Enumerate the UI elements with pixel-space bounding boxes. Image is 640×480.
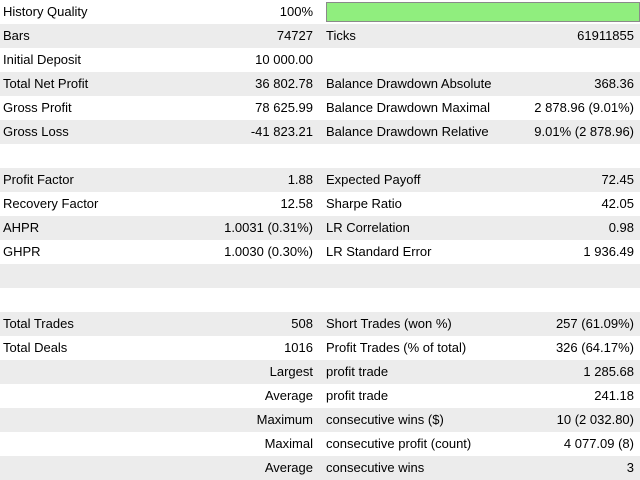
report-row-left-label: Recovery Factor xyxy=(3,196,99,211)
report-row-left-label: Bars xyxy=(3,28,30,43)
report-row-left-value: 1.0030 (0.30%) xyxy=(224,244,313,259)
report-row-left-value: 1016 xyxy=(284,340,313,355)
report-row-left-label: Total Net Profit xyxy=(3,76,89,91)
report-row-left-value: 74727 xyxy=(276,28,313,43)
report-row: GHPR 1.0030 (0.30%) LR Standard Error 1 936… xyxy=(0,240,640,264)
report-row-left-value xyxy=(120,264,313,288)
report-row: Largest profit trade 1 285.68 xyxy=(0,360,640,384)
report-row: History Quality 100% xyxy=(0,0,640,24)
report-row-left-value: 100% xyxy=(279,4,313,19)
report-row-right-label: Short Trades (won %) xyxy=(326,316,452,331)
report-row-left-value: 12.58 xyxy=(280,196,313,211)
report-row: Gross Loss -41 823.21 Balance Drawdown Rel… xyxy=(0,120,640,144)
report-row-left-value: 1.0031 (0.31%) xyxy=(224,220,313,235)
report-row-left-label: Initial Deposit xyxy=(3,52,82,67)
report-row xyxy=(0,144,640,168)
report-row-left-label: Gross Loss xyxy=(3,124,69,139)
report-row: Total Net Profit 36 802.78 Balance Drawdow… xyxy=(0,72,640,96)
report-row: Profit Factor 1.88 Expected Payoff 72.45 xyxy=(0,168,640,192)
report-row-right-label: Ticks xyxy=(326,28,356,43)
report-row-left-value: Maximal xyxy=(264,436,313,451)
report-row-right-label: consecutive wins xyxy=(326,460,425,475)
report-row-right-value: 72.45 xyxy=(601,172,634,187)
report-row xyxy=(0,264,640,288)
report-row-right-label: profit trade xyxy=(326,364,389,379)
report-row-right-value: 42.05 xyxy=(601,196,634,211)
report-row-right-value xyxy=(430,144,634,168)
report-row: Total Deals 1016 Profit Trades (% of total… xyxy=(0,336,640,360)
report-row-right-label: profit trade xyxy=(326,388,389,403)
report-row-left-value: 78 625.99 xyxy=(255,100,313,115)
report-row xyxy=(0,288,640,312)
report-row-left-value: Maximum xyxy=(256,412,313,427)
report-row-left-value: 508 xyxy=(291,316,313,331)
report-row-left-value: 1.88 xyxy=(287,172,313,187)
report-row-left-label: Gross Profit xyxy=(3,100,72,115)
report-row-left-value: -41 823.21 xyxy=(250,124,313,139)
report-row-left-label: History Quality xyxy=(3,4,88,19)
report-row-right-label: Sharpe Ratio xyxy=(326,196,402,211)
report-row-left-label: Total Deals xyxy=(3,340,68,355)
report-row: Average consecutive wins 3 xyxy=(0,456,640,480)
report-row-left-value: Largest xyxy=(269,364,313,379)
report-row-left-value: 36 802.78 xyxy=(255,76,313,91)
report-row-left-label: Total Trades xyxy=(3,316,74,331)
report-row-left-label: Profit Factor xyxy=(3,172,74,187)
report-row: Recovery Factor 12.58 Sharpe Ratio 42.05 xyxy=(0,192,640,216)
report-row: Maximal consecutive profit (count) 4 077.0… xyxy=(0,432,640,456)
report-row-right-label: Profit Trades (% of total) xyxy=(326,340,467,355)
history-quality-bar xyxy=(326,2,640,22)
report-row-right-value: 368.36 xyxy=(594,76,634,91)
report-row-right-value: 4 077.09 (8) xyxy=(563,436,634,451)
report-row-right-label: LR Standard Error xyxy=(326,244,432,259)
report-row-left-value: Average xyxy=(264,388,313,403)
report-row-left-label: AHPR xyxy=(3,220,40,235)
report-row-left-label: GHPR xyxy=(3,244,41,259)
report-row-right-label: Balance Drawdown Relative xyxy=(326,124,489,139)
report-row-right-label: consecutive wins ($) xyxy=(326,412,444,427)
report-row-right-value: 241.18 xyxy=(594,388,634,403)
report-row-right-value: 0.98 xyxy=(608,220,634,235)
report-row: Bars 74727 Ticks 61911855 xyxy=(0,24,640,48)
report-row: Initial Deposit 10 000.00 xyxy=(0,48,640,72)
report-row: Average profit trade 241.18 xyxy=(0,384,640,408)
report-row-right-label: Balance Drawdown Maximal xyxy=(326,100,491,115)
report-row-right-label: Expected Payoff xyxy=(326,172,421,187)
report-row: Gross Profit 78 625.99 Balance Drawdown Ma… xyxy=(0,96,640,120)
report-row: Total Trades 508 Short Trades (won %) 257 (… xyxy=(0,312,640,336)
report-row-right-value: 3 xyxy=(626,460,634,475)
report-row-right-value: 1 936.49 xyxy=(583,244,634,259)
report-row-right-value xyxy=(430,288,634,312)
report-row-right-value: 2 878.96 (9.01%) xyxy=(534,100,634,115)
report-row-right-value: 257 (61.09%) xyxy=(555,316,634,331)
report-row-right-value: 1 285.68 xyxy=(583,364,634,379)
report-row-left-value: Average xyxy=(264,460,313,475)
report-row-right-value: 10 (2 032.80) xyxy=(556,412,634,427)
report-row: AHPR 1.0031 (0.31%) LR Correlation 0.98 xyxy=(0,216,640,240)
report-row-right-label: consecutive profit (count) xyxy=(326,436,472,451)
report-row-left-value xyxy=(120,144,313,168)
report-row-right-value xyxy=(430,264,634,288)
report-row-left-value xyxy=(120,288,313,312)
report-row-right-label: Balance Drawdown Absolute xyxy=(326,76,492,91)
report-row-right-value xyxy=(430,48,634,72)
report-row-right-label: LR Correlation xyxy=(326,220,410,235)
report-row-right-value: 326 (64.17%) xyxy=(555,340,634,355)
report-row: Maximum consecutive wins ($) 10 (2 032.80) xyxy=(0,408,640,432)
report-row-right-value: 61911855 xyxy=(577,28,634,43)
history-quality-bar-fill xyxy=(327,3,639,21)
report-row-right-value: 9.01% (2 878.96) xyxy=(534,124,634,139)
report-row-left-value: 10 000.00 xyxy=(255,52,313,67)
